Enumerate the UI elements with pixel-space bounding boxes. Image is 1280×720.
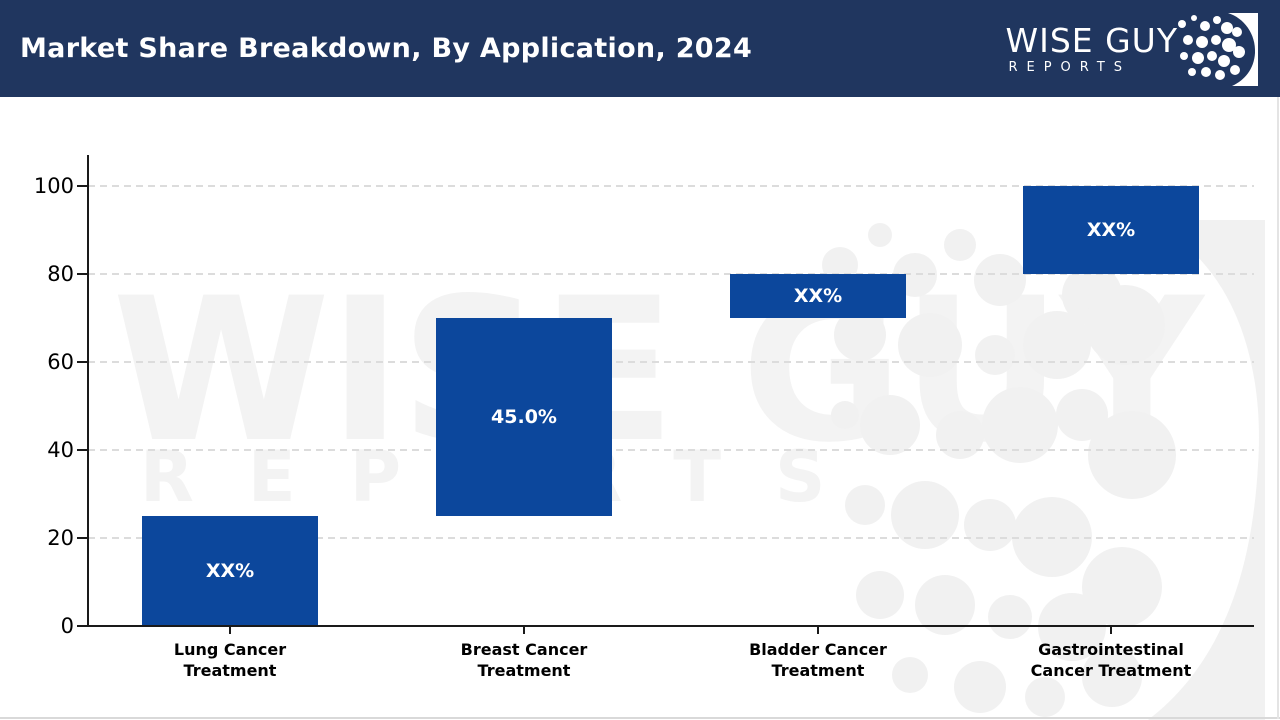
brand-logo-text: WISE GUY REPORTS [1005, 24, 1178, 74]
x-category-label-line: Bladder Cancer [749, 640, 887, 659]
bar-value-label: XX% [205, 560, 255, 582]
x-axis-line [87, 625, 1254, 627]
y-tick-label-100: 100 [33, 174, 74, 198]
y-tick-mark-40 [77, 449, 87, 451]
brand-logo: WISE GUY REPORTS [1005, 10, 1258, 88]
gridline-100 [88, 185, 1254, 187]
x-category-label: Gastrointestinal Cancer Treatment [991, 640, 1231, 682]
frame-bottom-line [0, 717, 1280, 719]
bar-segment: XX% [730, 274, 906, 318]
x-tick-mark [523, 626, 525, 634]
x-category-label-line: Breast Cancer [460, 640, 588, 659]
y-tick-mark-100 [77, 185, 87, 187]
x-tick-mark [817, 626, 819, 634]
y-tick-mark-60 [77, 361, 87, 363]
x-category-label-line: Gastrointestinal [1038, 640, 1184, 659]
bar-segment: XX% [1023, 186, 1199, 274]
bar-value-label: 45.0% [491, 406, 557, 428]
x-category-label-line: Treatment [477, 660, 571, 680]
brand-subtitle: REPORTS [1008, 59, 1132, 75]
y-tick-label-80: 80 [47, 262, 74, 286]
y-tick-mark-20 [77, 537, 87, 539]
x-tick-mark [1110, 626, 1112, 634]
y-tick-label-60: 60 [47, 350, 74, 374]
x-category-label-line: Treatment [771, 660, 865, 680]
bar-segment: XX% [142, 516, 318, 626]
y-tick-label-20: 20 [47, 526, 74, 550]
y-tick-label-40: 40 [47, 438, 74, 462]
page-title: Market Share Breakdown, By Application, … [20, 33, 753, 64]
x-category-label: Breast Cancer Treatment [404, 640, 644, 682]
x-category-label: Bladder Cancer Treatment [698, 640, 938, 682]
gridline-40 [88, 449, 1254, 451]
bar-value-label: XX% [793, 285, 843, 307]
x-category-label-line: Treatment [183, 660, 277, 680]
x-category-label: Lung Cancer Treatment [110, 640, 350, 682]
bar-value-label: XX% [1086, 219, 1136, 241]
x-category-label-line: Cancer Treatment [1030, 660, 1192, 680]
brand-name: WISE GUY [1005, 20, 1178, 60]
header: Market Share Breakdown, By Application, … [0, 0, 1280, 97]
y-tick-label-0: 0 [60, 614, 74, 638]
bar-segment: 45.0% [436, 318, 612, 516]
x-category-label-line: Lung Cancer [173, 640, 287, 659]
y-tick-mark-80 [77, 273, 87, 275]
frame-right-line [1277, 97, 1279, 719]
gridline-20 [88, 537, 1254, 539]
gridline-80 [88, 273, 1254, 275]
gridline-60 [88, 361, 1254, 363]
y-tick-mark-0 [77, 625, 87, 627]
x-tick-mark [229, 626, 231, 634]
y-axis-line [87, 155, 89, 627]
brand-face-icon [1178, 12, 1258, 86]
